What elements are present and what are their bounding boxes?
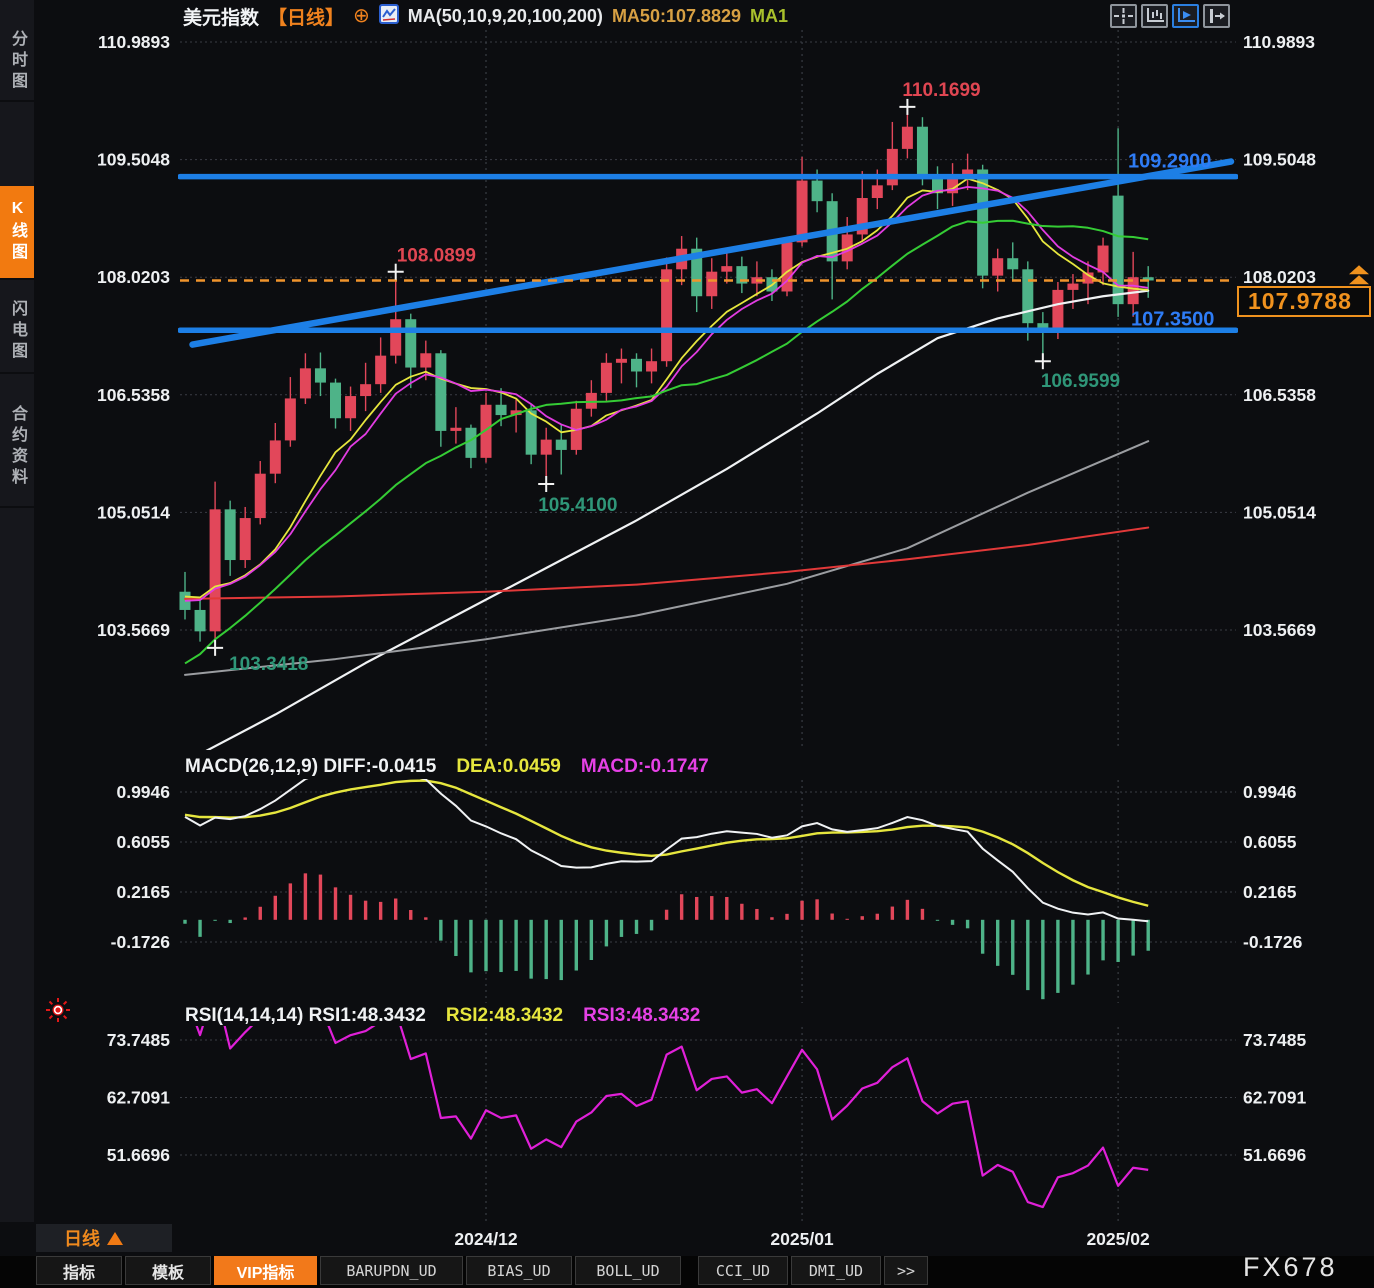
- svg-text:107.3500: 107.3500: [1131, 308, 1214, 330]
- main-price-panel: [178, 106, 1238, 750]
- mini-chart-icon[interactable]: [378, 3, 399, 29]
- overlay-ma10: [184, 186, 1149, 602]
- rsi2-label: RSI2:48.3432: [445, 1005, 564, 1026]
- svg-text:103.3418: 103.3418: [229, 654, 308, 675]
- svg-text:110.9893: 110.9893: [1243, 32, 1315, 52]
- axis-play-icon[interactable]: [1172, 4, 1199, 28]
- overlay-ma9: [184, 177, 1149, 599]
- svg-text:103.5669: 103.5669: [1243, 620, 1316, 640]
- svg-text:109.5048: 109.5048: [1243, 150, 1316, 170]
- svg-text:109.5048: 109.5048: [97, 150, 170, 170]
- tab-5[interactable]: BIAS_UD: [466, 1256, 572, 1285]
- macd-dea-line: [184, 779, 1149, 907]
- overlay-ma200: [184, 526, 1150, 600]
- rsi3-label: RSI3:48.3432: [583, 1005, 701, 1026]
- gridlines: [180, 30, 1236, 1225]
- svg-text:-0.1726: -0.1726: [111, 932, 171, 952]
- svg-text:103.5669: 103.5669: [97, 620, 170, 640]
- svg-text:106.5358: 106.5358: [1243, 385, 1316, 405]
- chart-header: 美元指数 【日线】 ⊕ MA(50,10,9,20,100,200) MA50:…: [183, 3, 788, 29]
- current-price-box: 107.9788: [1237, 286, 1371, 317]
- tab-4[interactable]: BARUPDN_UD: [320, 1256, 463, 1285]
- tab-1[interactable]: 指标: [36, 1256, 122, 1285]
- svg-text:2025/01: 2025/01: [770, 1229, 834, 1249]
- svg-text:110.1699: 110.1699: [902, 80, 980, 101]
- svg-text:0.9946: 0.9946: [116, 782, 170, 802]
- ma50-value-label: MA50:107.8829: [611, 5, 742, 26]
- rsi-title-rsi1: RSI(14,14,14) RSI1:48.3432: [185, 1005, 426, 1026]
- svg-text:108.0899: 108.0899: [397, 246, 476, 267]
- svg-text:0.6055: 0.6055: [1243, 832, 1297, 852]
- svg-text:0.9946: 0.9946: [1243, 782, 1297, 802]
- tab-3[interactable]: VIP指标: [214, 1256, 317, 1285]
- overlay-ma100: [184, 440, 1150, 676]
- macd-title-diff: MACD(26,12,9) DIFF:-0.0415: [185, 756, 437, 777]
- alarm-indicator-icon[interactable]: [44, 996, 72, 1029]
- axis-labels: 110.9893 110.9893 109.5048 109.5048 108.0203…: [97, 32, 1316, 1249]
- macd-value-label: MACD:-0.1747: [580, 756, 709, 777]
- rsi-panel-header: RSI(14,14,14) RSI1:48.3432 RSI2:48.3432 …: [185, 1005, 700, 1027]
- svg-text:108.0203: 108.0203: [1243, 267, 1316, 287]
- svg-text:62.7091: 62.7091: [107, 1088, 171, 1108]
- period-label: 日线: [64, 1229, 100, 1249]
- ma-settings-label[interactable]: MA(50,10,9,20,100,200): [407, 5, 603, 26]
- svg-text:-0.1726: -0.1726: [1243, 932, 1303, 952]
- svg-text:108.0203: 108.0203: [97, 267, 170, 287]
- macd-panel: [183, 779, 1150, 1000]
- candlestick-layer: [179, 106, 1154, 648]
- svg-text:2025/02: 2025/02: [1086, 1229, 1150, 1249]
- svg-text:105.4100: 105.4100: [538, 495, 617, 516]
- tab-9[interactable]: >>: [884, 1256, 928, 1285]
- macd-dea-label: DEA:0.0459: [456, 756, 561, 777]
- svg-text:105.0514: 105.0514: [97, 502, 170, 522]
- axis-scale-icon[interactable]: [1141, 4, 1168, 28]
- svg-text:73.7485: 73.7485: [107, 1030, 171, 1050]
- sidebar-item-2[interactable]: K线图: [0, 186, 34, 280]
- annotations-layer: 110.1699 108.0899 105.4100 103.3418 106.9599…: [207, 80, 1214, 675]
- sidebar-item-4[interactable]: 合约资料: [0, 388, 34, 508]
- macd-diff-line: [184, 779, 1149, 923]
- svg-text:106.5358: 106.5358: [97, 385, 170, 405]
- tab-6[interactable]: BOLL_UD: [575, 1256, 681, 1285]
- period-selector[interactable]: 日线: [36, 1224, 172, 1252]
- sidebar-item-3[interactable]: 闪电图: [0, 290, 34, 374]
- price-up-arrows-icon: [1349, 265, 1369, 285]
- tab-2[interactable]: 模板: [125, 1256, 211, 1285]
- rsi-line: [195, 1026, 1149, 1209]
- sidebar-item-1[interactable]: 分时图: [0, 22, 34, 102]
- svg-text:0.2165: 0.2165: [116, 882, 170, 902]
- svg-text:0.2165: 0.2165: [1243, 882, 1297, 902]
- indicator-tab-bar: 指标 模板 VIP指标 BARUPDN_UD BIAS_UD BOLL_UD CCI_UD D…: [0, 1256, 1374, 1288]
- overlay-ma20: [184, 219, 1149, 665]
- macd-panel-header: MACD(26,12,9) DIFF:-0.0415 DEA:0.0459 MA…: [185, 756, 709, 778]
- period-tag[interactable]: 【日线】: [268, 7, 345, 29]
- crosshair-icon[interactable]: [1110, 4, 1137, 28]
- svg-text:2024/12: 2024/12: [454, 1229, 518, 1249]
- svg-text:105.0514: 105.0514: [1243, 502, 1316, 522]
- svg-text:51.6696: 51.6696: [107, 1145, 171, 1165]
- panel-toggle-icon[interactable]: [1203, 4, 1230, 28]
- svg-text:62.7091: 62.7091: [1243, 1088, 1307, 1108]
- svg-text:110.9893: 110.9893: [98, 32, 170, 52]
- add-indicator-icon[interactable]: ⊕: [353, 5, 370, 27]
- svg-text:109.2900: 109.2900: [1128, 151, 1211, 173]
- svg-text:106.9599: 106.9599: [1041, 371, 1120, 392]
- overlay-ma50: [205, 289, 1150, 750]
- ma1-value-label: MA1: [750, 5, 789, 26]
- tab-7[interactable]: CCI_UD: [698, 1256, 788, 1285]
- chart-toolbar: [1110, 4, 1230, 28]
- svg-text:0.6055: 0.6055: [116, 832, 170, 852]
- rsi-panel: [195, 1026, 1149, 1209]
- drawn-levels-layer[interactable]: [178, 158, 1238, 348]
- period-up-triangle-icon: [107, 1231, 123, 1245]
- svg-text:73.7485: 73.7485: [1243, 1030, 1307, 1050]
- sidebar: 分时图 K线图闪电图合约资料: [0, 0, 34, 1222]
- tab-8[interactable]: DMI_UD: [791, 1256, 881, 1285]
- symbol-title: 美元指数: [183, 7, 260, 29]
- svg-text:51.6696: 51.6696: [1243, 1145, 1307, 1165]
- watermark: FX678: [1243, 1252, 1338, 1282]
